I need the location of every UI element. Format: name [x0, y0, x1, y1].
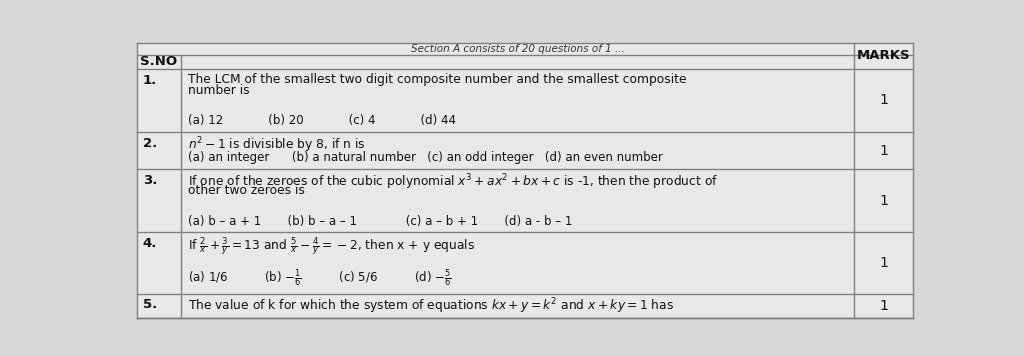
Text: other two zeroes is: other two zeroes is — [187, 184, 304, 197]
Text: 1: 1 — [880, 256, 888, 270]
Text: The LCM of the smallest two digit composite number and the smallest composite: The LCM of the smallest two digit compos… — [187, 73, 686, 86]
Text: If one of the zeroes of the cubic polynomial $x^3 + ax^2 + bx + c$ is -1, then t: If one of the zeroes of the cubic polyno… — [187, 173, 718, 193]
Text: (a) 1/6          (b) $-\frac{1}{6}$          (c) 5/6          (d) $-\frac{5}{6}$: (a) 1/6 (b) $-\frac{1}{6}$ (c) 5/6 (d) $… — [187, 267, 452, 289]
Text: $n^2 - 1$ is divisible by 8, if n is: $n^2 - 1$ is divisible by 8, if n is — [187, 136, 366, 156]
Text: 2.: 2. — [143, 137, 157, 150]
Text: 1: 1 — [880, 143, 888, 157]
Text: 1.: 1. — [143, 74, 157, 87]
Bar — [137, 43, 912, 55]
Text: S.NO: S.NO — [140, 56, 177, 68]
Text: number is: number is — [187, 84, 249, 96]
Text: MARKS: MARKS — [857, 49, 910, 62]
Text: (a) b – a + 1       (b) b – a – 1             (c) a – b + 1       (d) a - b – 1: (a) b – a + 1 (b) b – a – 1 (c) a – b + … — [187, 215, 572, 227]
Text: 4.: 4. — [143, 237, 158, 250]
Text: 3.: 3. — [143, 174, 158, 187]
Text: The value of k for which the system of equations $kx + y = k^2$ and $x + ky = 1$: The value of k for which the system of e… — [187, 296, 674, 316]
Text: Section A consists of 20 questions of 1 ...: Section A consists of 20 questions of 1 … — [411, 44, 625, 54]
Text: 1: 1 — [880, 194, 888, 208]
Text: If $\frac{2}{x}+\frac{3}{y}=13$ and $\frac{5}{x}-\frac{4}{y}=-2$, then x + y equ: If $\frac{2}{x}+\frac{3}{y}=13$ and $\fr… — [187, 236, 474, 258]
Text: 1: 1 — [880, 299, 888, 313]
Text: (a) an integer      (b) a natural number   (c) an odd integer   (d) an even numb: (a) an integer (b) a natural number (c) … — [187, 151, 663, 164]
Text: 5.: 5. — [143, 298, 157, 312]
Text: (a) 12            (b) 20            (c) 4            (d) 44: (a) 12 (b) 20 (c) 4 (d) 44 — [187, 114, 456, 127]
Text: 1: 1 — [880, 94, 888, 108]
